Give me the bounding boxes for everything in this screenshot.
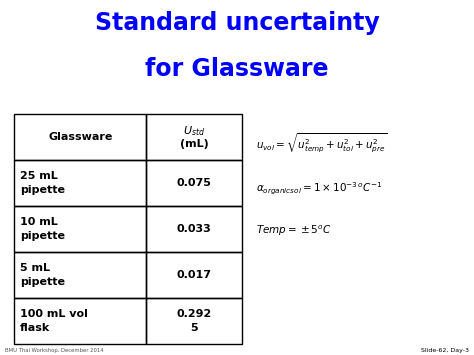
Bar xyxy=(146,206,242,252)
Text: 0.017: 0.017 xyxy=(176,270,211,280)
Text: Slide-62, Day-3: Slide-62, Day-3 xyxy=(421,348,469,353)
Bar xyxy=(14,252,146,298)
Bar xyxy=(14,298,146,344)
Bar xyxy=(146,298,242,344)
Text: 0.292
5: 0.292 5 xyxy=(176,309,211,333)
Bar xyxy=(146,114,242,160)
Text: for Glassware: for Glassware xyxy=(145,57,329,81)
Bar xyxy=(14,114,146,160)
Text: BMU Thai Workshop, December 2014: BMU Thai Workshop, December 2014 xyxy=(5,348,103,353)
Bar xyxy=(146,252,242,298)
Bar xyxy=(14,160,146,206)
Text: 25 mL
pipette: 25 mL pipette xyxy=(20,171,65,195)
Bar xyxy=(14,206,146,252)
Text: Standard uncertainty: Standard uncertainty xyxy=(95,11,379,35)
Text: $\alpha_{organicsol} = 1\times10^{-3\,o}C^{-1}$: $\alpha_{organicsol} = 1\times10^{-3\,o}… xyxy=(256,181,383,197)
Text: 0.033: 0.033 xyxy=(177,224,211,234)
Text: 5 mL
pipette: 5 mL pipette xyxy=(20,263,65,287)
Text: 100 mL vol
flask: 100 mL vol flask xyxy=(20,309,88,333)
Bar xyxy=(146,160,242,206)
Text: $u_{vol} = \sqrt{u^2_{temp}+u^2_{tol}+u^2_{pre}}$: $u_{vol} = \sqrt{u^2_{temp}+u^2_{tol}+u^… xyxy=(256,131,387,155)
Text: (mL): (mL) xyxy=(180,140,209,149)
Text: Glassware: Glassware xyxy=(48,132,112,142)
Text: $U_{std}$: $U_{std}$ xyxy=(183,125,205,138)
Text: $Temp = \pm5^{o}C$: $Temp = \pm5^{o}C$ xyxy=(256,224,331,238)
Text: 0.075: 0.075 xyxy=(176,178,211,188)
Text: 10 mL
pipette: 10 mL pipette xyxy=(20,217,65,241)
